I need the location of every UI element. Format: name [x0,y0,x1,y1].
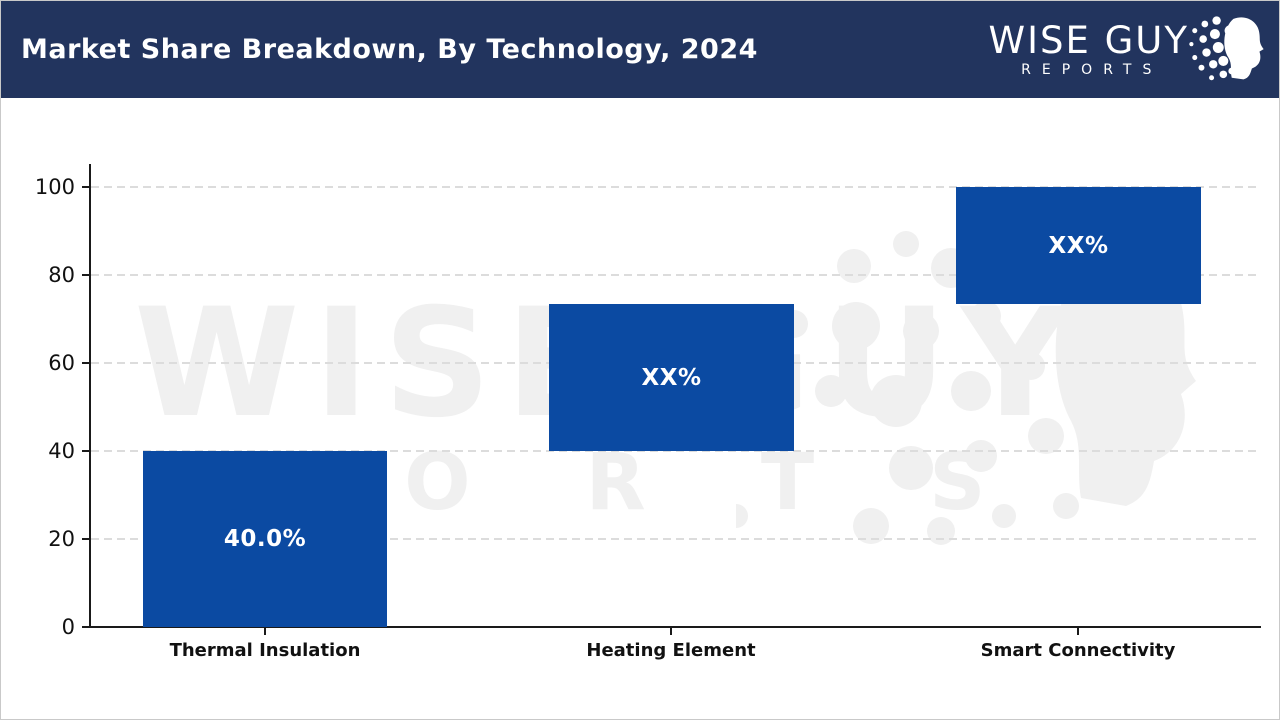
gridline-20 [91,538,1261,540]
gridline-80 [91,274,1261,276]
y-tick [82,538,89,540]
x-category-label: Heating Element [586,640,756,661]
x-category-label: Thermal Insulation [169,640,361,661]
x-tick [670,628,672,635]
gridline-40 [91,450,1261,452]
y-tick-label: 60 [48,351,75,375]
watermark-head-dots [736,231,1196,545]
brand-name: WISE GUY [988,19,1189,62]
y-tick-label: 0 [61,615,75,639]
brand-subtitle: REPORTS [1021,62,1163,78]
bar-value-label: XX% [641,364,702,391]
y-tick [82,186,89,188]
bar-value-label: XX% [1048,232,1109,259]
chart-title: Market Share Breakdown, By Technology, 2… [21,34,758,65]
bar-heating-element: XX% [549,304,794,451]
x-tick [264,628,266,635]
y-tick-label: 20 [48,527,75,551]
y-tick-label: 80 [48,263,75,287]
bar-smart-connectivity: XX% [956,187,1201,304]
y-tick [82,626,89,628]
y-tick-label: 100 [34,175,75,199]
brand-head-icon [1189,16,1264,81]
gridline-100 [91,186,1261,188]
y-axis-line [89,164,91,628]
brand-wordmark: WISE GUY REPORTS [988,19,1189,79]
y-tick [82,450,89,452]
y-tick [82,274,89,276]
y-tick-label: 40 [48,439,75,463]
brand-logo: WISE GUY REPORTS [989,9,1267,91]
header-band: Market Share Breakdown, By Technology, 2… [1,1,1279,98]
x-axis-line [89,626,1261,628]
bar-value-label: 40.0% [223,526,307,552]
x-tick [1077,628,1079,635]
bar-thermal-insulation: 40.0% [143,451,387,627]
x-category-label: Smart Connectivity [980,640,1176,661]
y-tick [82,362,89,364]
